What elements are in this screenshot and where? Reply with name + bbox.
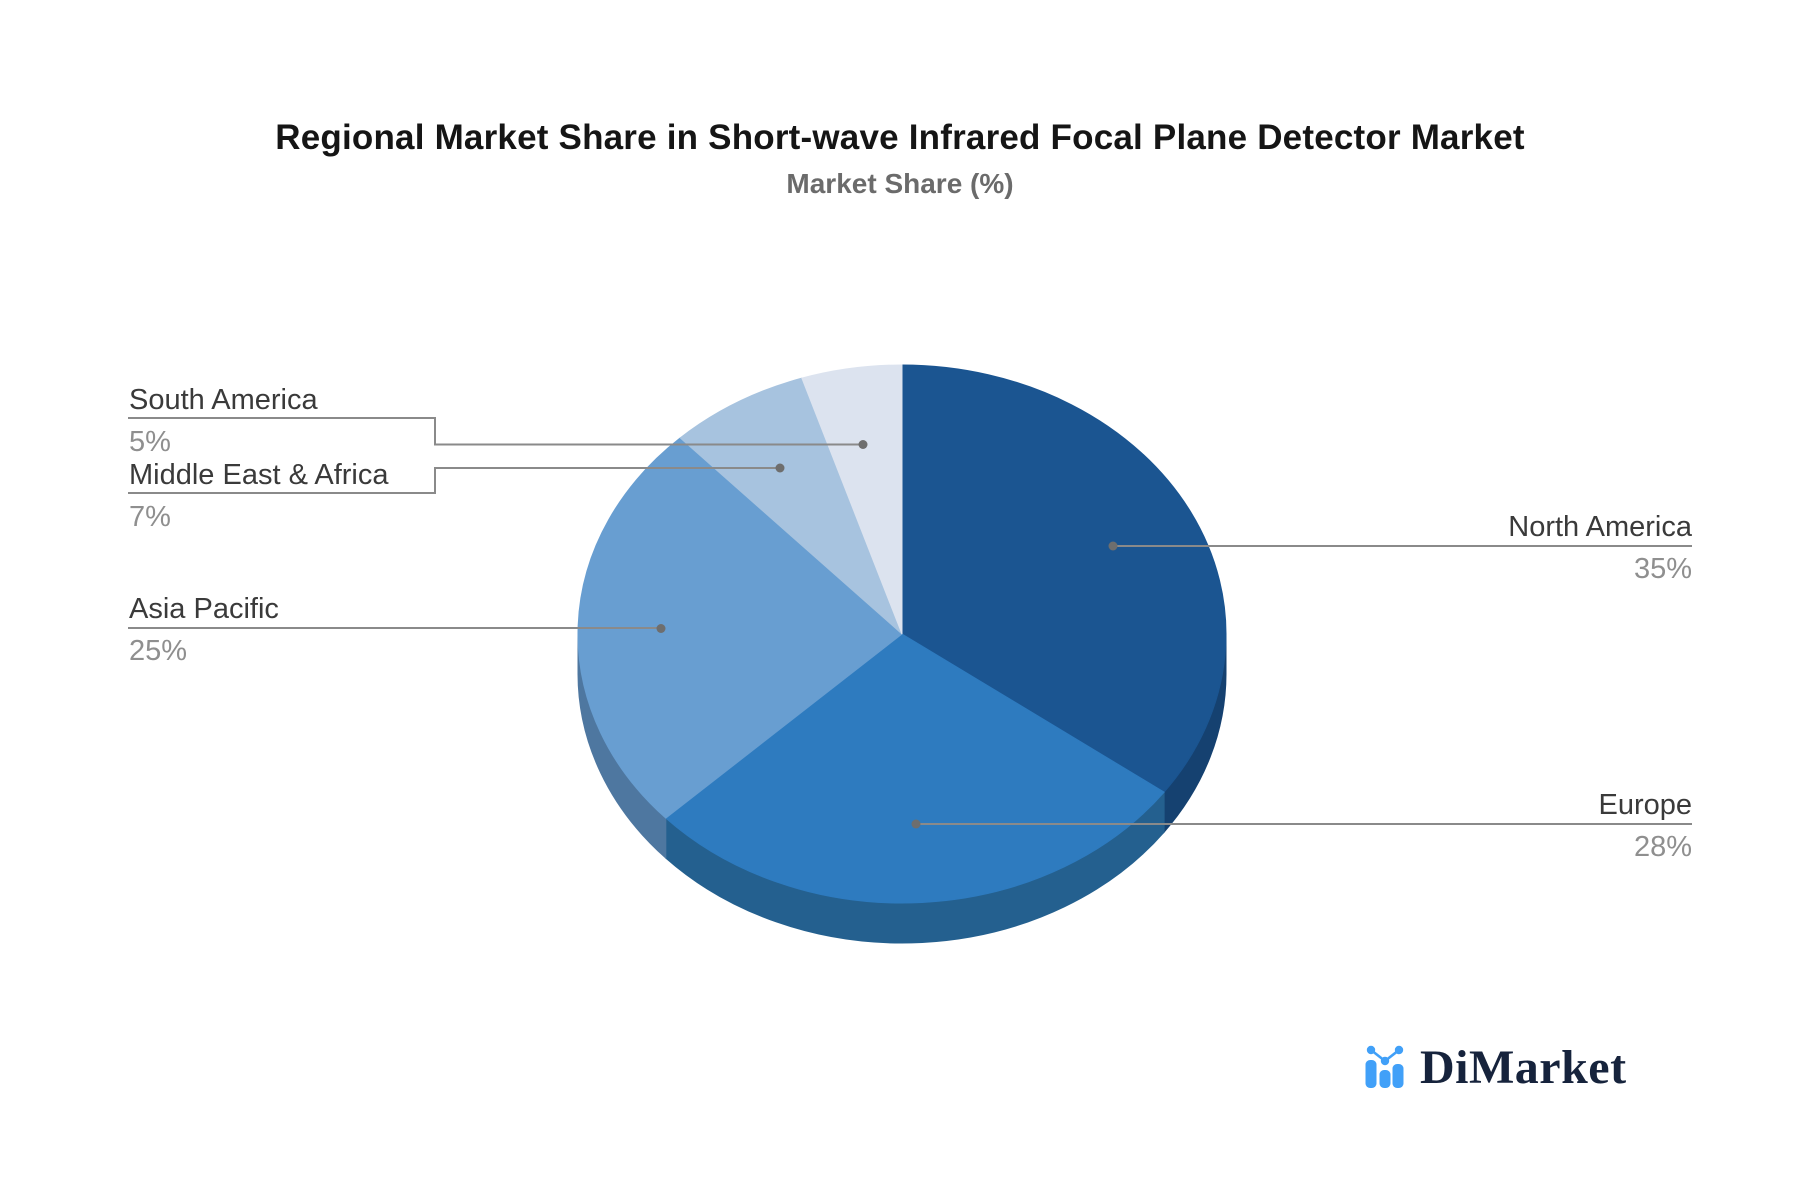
- callout-line-south-america: [128, 417, 859, 446]
- callout-value-south-america: 5%: [129, 426, 171, 458]
- callout-dot-south-america: [858, 440, 868, 449]
- callout-dot-north-america: [1108, 541, 1118, 551]
- callout-label-asia-pacific: Asia Pacific: [129, 593, 279, 625]
- callout-dot-europe: [911, 819, 921, 829]
- chart-title: Regional Market Share in Short-wave Infr…: [275, 118, 1525, 157]
- logo-wordmark: DiMarket: [1420, 1041, 1627, 1094]
- callout-label-middle-east-africa: Middle East & Africa: [129, 459, 389, 491]
- pie-slice-asia-pacific[interactable]: [577, 437, 903, 819]
- callout-label-north-america: North America: [1508, 511, 1692, 543]
- dimarket-logo: DiMarket: [1364, 1038, 1627, 1092]
- pie-slice-europe[interactable]: [665, 633, 1165, 904]
- callout-value-asia-pacific: 25%: [129, 635, 188, 667]
- callout-label-south-america: South America: [129, 384, 318, 416]
- chart-subtitle: Market Share (%): [786, 168, 1014, 199]
- bar-chart-trend-icon: [1365, 1045, 1404, 1088]
- callout-value-middle-east-africa: 7%: [129, 501, 171, 533]
- pie-slice-south-america[interactable]: [801, 364, 903, 635]
- pie-slice-middle-east-africa[interactable]: [679, 377, 903, 635]
- callout-value-europe: 28%: [1633, 831, 1692, 863]
- callout-dot-asia-pacific: [656, 624, 666, 633]
- callout-label-europe: Europe: [1598, 789, 1692, 821]
- callout-line-middle-east-africa: [128, 467, 776, 494]
- pie-slice-north-america[interactable]: [901, 364, 1227, 793]
- callout-value-north-america: 35%: [1633, 553, 1692, 585]
- callout-dot-middle-east-africa: [775, 463, 785, 473]
